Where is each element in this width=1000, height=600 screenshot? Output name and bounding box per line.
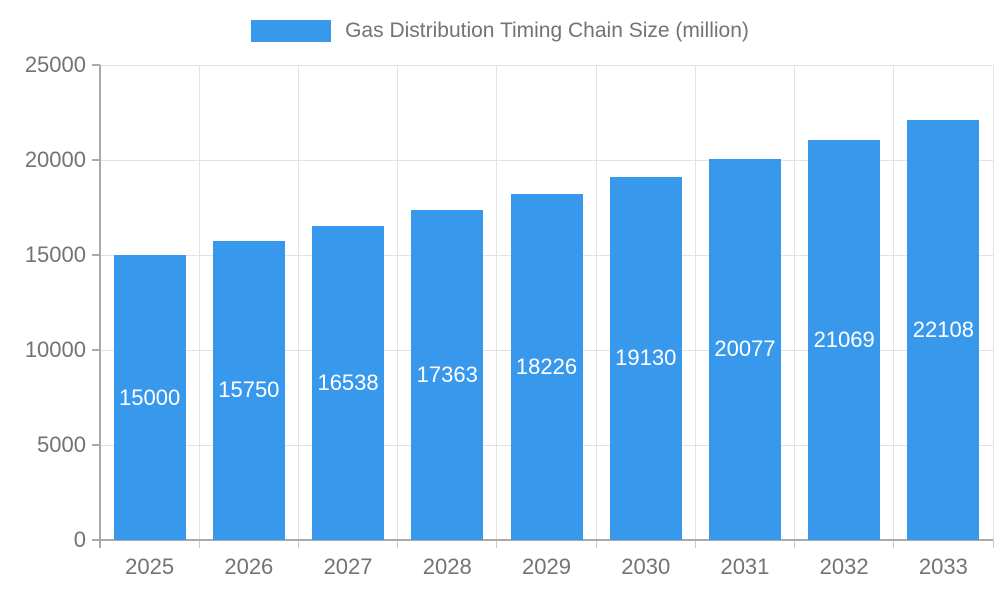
x-axis-line: [92, 539, 993, 541]
gridline-x-5: [595, 65, 597, 540]
y-axis-tick-15000: [92, 254, 100, 256]
y-tick-label-10000: 10000: [24, 337, 86, 362]
bar-2026[interactable]: [212, 240, 285, 540]
x-tick-label-2026: 2026: [224, 554, 274, 579]
gridline-x-7: [794, 65, 796, 540]
gridline-x-2: [297, 65, 299, 540]
bar-2031[interactable]: [708, 158, 781, 540]
x-axis-tick-5: [595, 540, 597, 548]
x-tick-label-2030: 2030: [621, 554, 671, 579]
gridline-x-3: [397, 65, 399, 540]
gridline-x-4: [496, 65, 498, 540]
y-tick-label-15000: 15000: [24, 242, 86, 267]
bar-2025[interactable]: [113, 255, 186, 540]
bar-2032[interactable]: [808, 139, 881, 540]
x-axis-tick-6: [694, 540, 696, 548]
x-tick-label-2027: 2027: [323, 554, 373, 579]
x-axis-tick-4: [496, 540, 498, 548]
x-tick-label-2032: 2032: [819, 554, 869, 579]
y-tick-label-0: 0: [73, 527, 86, 552]
gridline-x-1: [198, 65, 200, 540]
x-tick-label-2028: 2028: [422, 554, 472, 579]
x-axis-tick-3: [397, 540, 399, 548]
y-axis-tick-5000: [92, 444, 100, 446]
bar-2030[interactable]: [609, 176, 682, 540]
x-tick-label-2031: 2031: [720, 554, 770, 579]
gridline-x-6: [694, 65, 696, 540]
x-axis-tick-8: [893, 540, 895, 548]
bar-2029[interactable]: [510, 193, 583, 540]
legend: Gas Distribution Timing Chain Size (mill…: [0, 19, 1000, 42]
x-axis-tick-7: [794, 540, 796, 548]
bar-2028[interactable]: [411, 210, 484, 540]
x-axis-tick-1: [198, 540, 200, 548]
bar-2033[interactable]: [907, 119, 980, 540]
x-axis-tick-2: [297, 540, 299, 548]
y-tick-label-25000: 25000: [24, 52, 86, 77]
y-axis-tick-25000: [92, 64, 100, 66]
gridline-x-8: [893, 65, 895, 540]
y-axis-line: [99, 65, 101, 548]
x-tick-label-2029: 2029: [522, 554, 571, 579]
x-tick-label-2025: 2025: [125, 554, 175, 579]
legend-swatch[interactable]: [251, 20, 332, 42]
gridline-y-20000: [100, 159, 993, 161]
bar-2027[interactable]: [312, 225, 385, 540]
y-axis-tick-20000: [92, 159, 100, 161]
gridline-y-25000: [100, 64, 993, 66]
y-tick-label-20000: 20000: [24, 147, 86, 172]
y-tick-label-5000: 5000: [37, 432, 86, 457]
y-axis-tick-10000: [92, 349, 100, 351]
x-tick-label-2033: 2033: [918, 554, 968, 579]
gridline-x-9: [992, 65, 994, 540]
legend-label[interactable]: Gas Distribution Timing Chain Size (mill…: [345, 19, 749, 42]
x-axis-tick-9: [992, 540, 994, 548]
